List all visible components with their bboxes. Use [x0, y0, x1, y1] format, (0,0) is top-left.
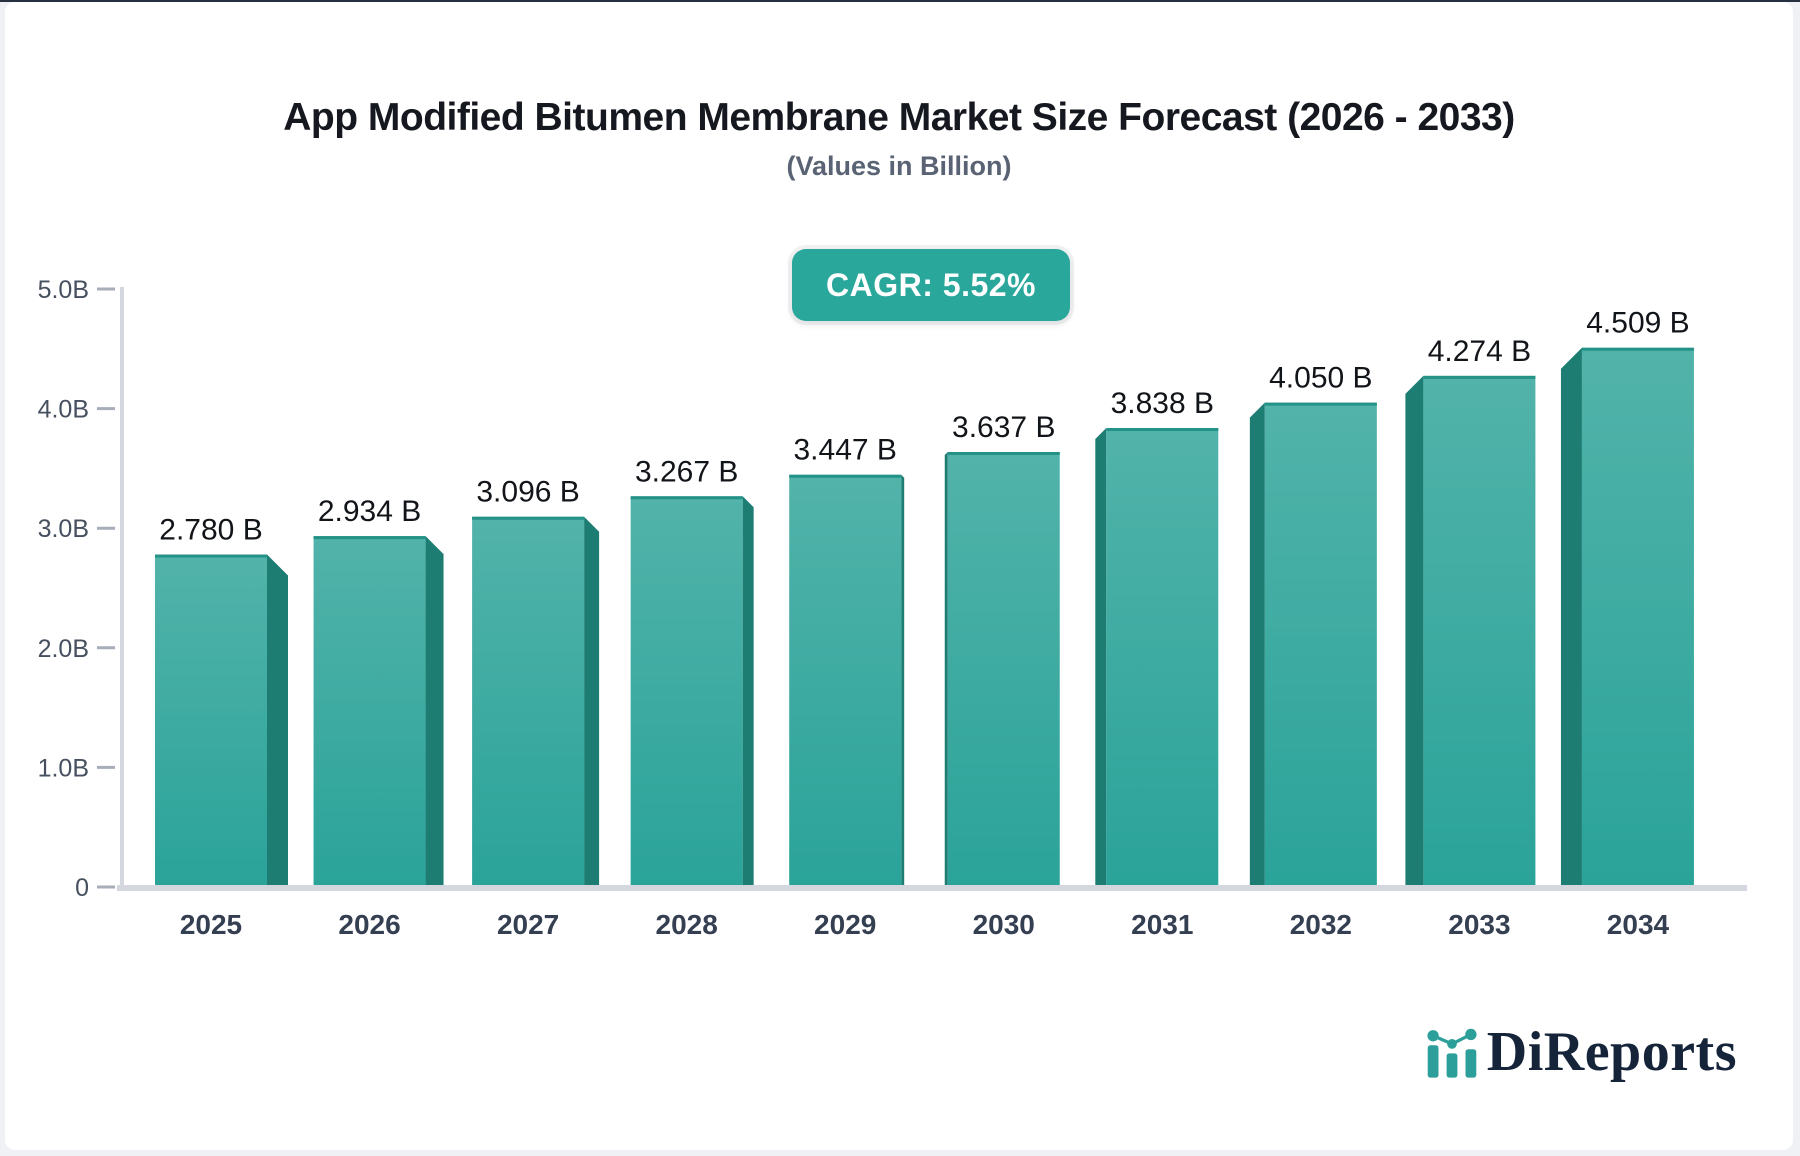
bar-value-label: 3.637 B: [952, 411, 1055, 444]
x-category-label: 2034: [1607, 909, 1670, 940]
x-category-label: 2027: [497, 909, 559, 940]
chart-canvas: 0 1.0B 2.0B 3.0B 4.0B 5.0B 2.780 B 2.934 B 3.096…: [38, 276, 1747, 940]
bar-group[interactable]: 3.096 B: [472, 476, 600, 887]
y-tick-label: 3.0B: [38, 515, 89, 543]
bar-group[interactable]: 2.934 B: [313, 495, 444, 887]
bar-front-face: [947, 452, 1060, 887]
chart-card: App Modified Bitumen Membrane Market Siz…: [5, 2, 1793, 1150]
bar-value-label: 2.780 B: [159, 514, 262, 547]
x-category-label: 2033: [1448, 909, 1510, 940]
bar-value-label: 2.934 B: [318, 495, 421, 528]
bar-front-face: [1581, 347, 1694, 887]
bar-side-face: [1095, 427, 1107, 887]
x-category-label: 2028: [656, 909, 718, 940]
bar-value-label: 3.447 B: [793, 434, 896, 467]
bar-front-face: [1423, 375, 1536, 887]
bar-group[interactable]: 4.274 B: [1405, 335, 1536, 887]
x-category-label: 2031: [1131, 909, 1193, 940]
bar-side-face: [267, 554, 288, 887]
cagr-badge-label: CAGR: 5.52%: [826, 266, 1036, 303]
bar-front-face: [472, 516, 585, 887]
x-category-label: 2032: [1290, 909, 1352, 940]
bar-value-label: 3.838 B: [1111, 387, 1214, 420]
bar-group[interactable]: 2.780 B: [155, 514, 288, 887]
bar-side-face: [1249, 402, 1265, 887]
brand-name: DiReports: [1486, 1021, 1737, 1083]
bar-side-face: [1405, 375, 1424, 887]
cagr-badge: CAGR: 5.52%: [792, 249, 1070, 321]
bar-front-face: [1106, 427, 1219, 887]
bar-group[interactable]: 3.838 B: [1095, 387, 1219, 887]
bar-side-face: [584, 516, 600, 887]
bar-side-face: [901, 474, 905, 887]
bar-group[interactable]: 4.509 B: [1560, 307, 1694, 887]
bar-side-face: [425, 536, 444, 887]
x-category-label: 2026: [338, 909, 400, 940]
bar-front-face: [1264, 402, 1377, 887]
x-category-label: 2025: [180, 909, 242, 940]
brand-chart-icon: [1427, 1028, 1477, 1078]
bar-value-label: 4.274 B: [1428, 335, 1531, 368]
bar-group[interactable]: 3.447 B: [789, 434, 905, 887]
bar-front-face: [789, 474, 902, 887]
bar-group[interactable]: 4.050 B: [1249, 362, 1377, 887]
bar-front-face: [155, 554, 267, 887]
bar-group[interactable]: 3.267 B: [630, 455, 754, 887]
bar-chart: 0 1.0B 2.0B 3.0B 4.0B 5.0B 2.780 B 2.934 B 3.096…: [5, 2, 1800, 977]
bar-side-face: [1560, 347, 1582, 887]
chart-subtitle: (Values in Billion): [786, 151, 1012, 181]
brand-logo[interactable]: DiReports: [1425, 1024, 1737, 1080]
y-tick-label: 0: [75, 874, 89, 902]
bar-value-label: 3.096 B: [476, 476, 579, 509]
bar-side-face: [944, 452, 948, 887]
bar-group[interactable]: 3.637 B: [944, 411, 1060, 887]
bar-value-label: 4.050 B: [1269, 362, 1372, 395]
window-top-edge: [0, 0, 1800, 2]
bar-value-label: 4.509 B: [1586, 307, 1689, 340]
bar-side-face: [742, 496, 754, 887]
x-category-label: 2029: [814, 909, 876, 940]
x-category-label: 2030: [973, 909, 1035, 940]
y-tick-label: 2.0B: [38, 635, 89, 663]
bar-front-face: [630, 496, 743, 887]
y-tick-label: 1.0B: [38, 754, 89, 782]
y-tick-label: 4.0B: [38, 396, 89, 424]
y-tick-label: 5.0B: [38, 276, 89, 304]
chart-title: App Modified Bitumen Membrane Market Siz…: [283, 96, 1515, 139]
bar-front-face: [313, 536, 426, 887]
bar-value-label: 3.267 B: [635, 455, 738, 488]
